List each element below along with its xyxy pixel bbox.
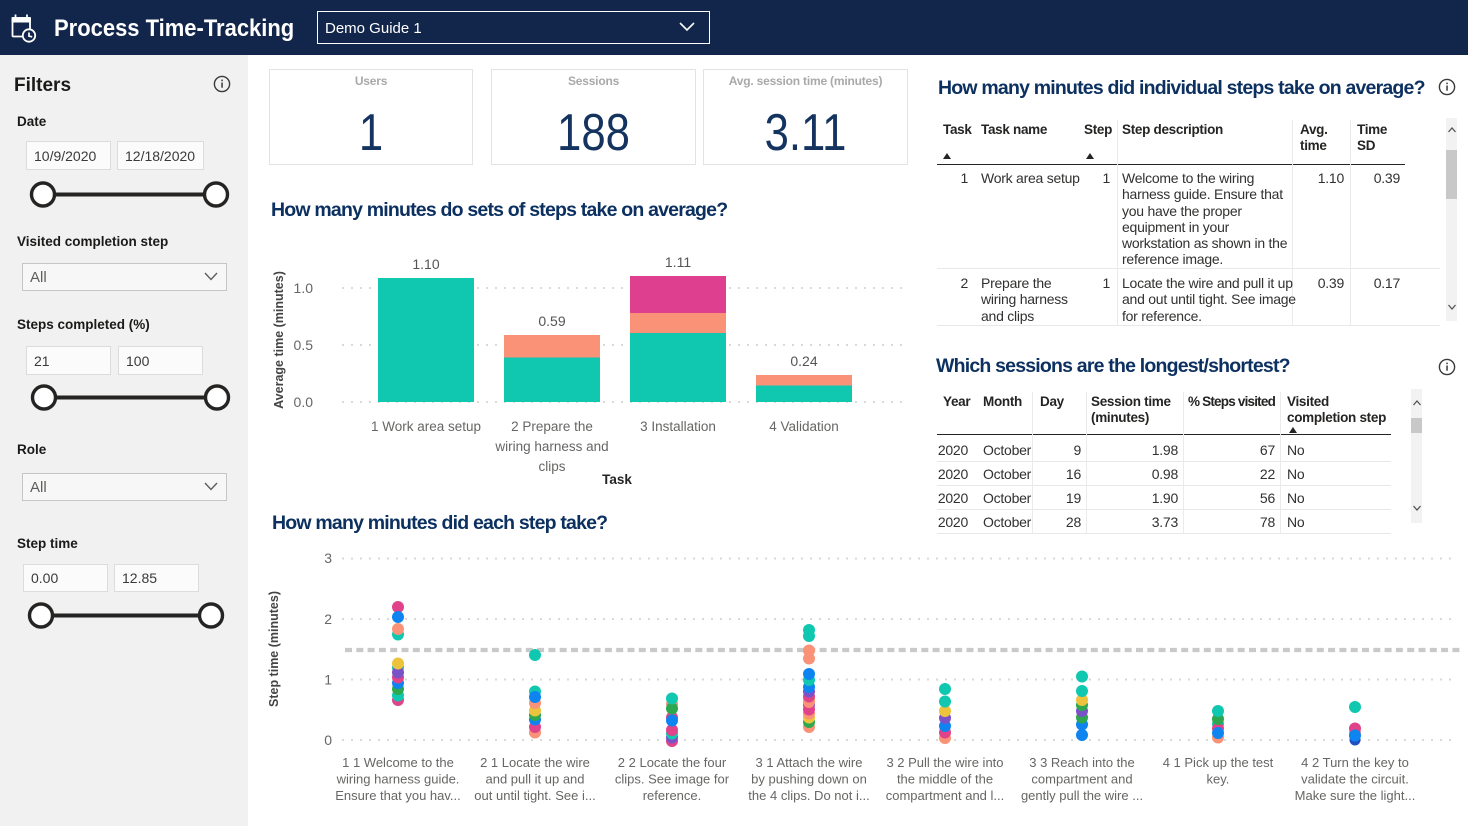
svg-text:4 2 Turn the key to: 4 2 Turn the key to [1301, 755, 1409, 770]
svg-text:compartment and l...: compartment and l... [886, 788, 1005, 803]
svg-text:1 Work area setup: 1 Work area setup [371, 419, 481, 434]
svg-text:3: 3 [324, 550, 332, 566]
svg-text:Average time (minutes): Average time (minutes) [272, 271, 286, 409]
svg-text:Ensure that you hav...: Ensure that you hav... [335, 788, 461, 803]
svg-text:out until tight. See i...: out until tight. See i... [474, 788, 595, 803]
svg-text:by pushing down on: by pushing down on [751, 772, 867, 787]
svg-text:0.0: 0.0 [294, 394, 314, 410]
svg-text:compartment and: compartment and [1031, 772, 1132, 787]
svg-text:wiring harness and: wiring harness and [494, 439, 608, 454]
svg-text:3 1 Attach the wire: 3 1 Attach the wire [756, 755, 863, 770]
svg-text:the 4 clips. Do not i...: the 4 clips. Do not i... [748, 788, 869, 803]
svg-text:0.5: 0.5 [294, 337, 314, 353]
svg-text:key.: key. [1207, 772, 1230, 787]
svg-text:2 2 Locate the four: 2 2 Locate the four [618, 755, 727, 770]
svg-text:and pull it up and: and pull it up and [485, 772, 584, 787]
svg-text:Task: Task [602, 472, 632, 487]
svg-text:1.11: 1.11 [665, 254, 691, 270]
svg-text:1.10: 1.10 [412, 256, 439, 272]
svg-text:3 3 Reach into the: 3 3 Reach into the [1029, 755, 1135, 770]
svg-text:Step time (minutes): Step time (minutes) [267, 591, 281, 707]
svg-text:2 Prepare the: 2 Prepare the [511, 419, 593, 434]
svg-text:0.24: 0.24 [790, 353, 817, 369]
svg-text:0: 0 [324, 732, 332, 748]
svg-text:3 Installation: 3 Installation [640, 419, 716, 434]
svg-text:the middle of the: the middle of the [897, 772, 993, 787]
svg-text:gently pull the wire ...: gently pull the wire ... [1021, 788, 1143, 803]
svg-text:2 1 Locate the wire: 2 1 Locate the wire [480, 755, 590, 770]
svg-text:0.59: 0.59 [538, 313, 565, 329]
svg-text:4 Validation: 4 Validation [769, 419, 839, 434]
svg-text:1: 1 [324, 672, 332, 688]
svg-text:1 1 Welcome to the: 1 1 Welcome to the [342, 755, 454, 770]
svg-text:wiring harness guide.: wiring harness guide. [336, 772, 460, 787]
svg-text:clips. See image for: clips. See image for [615, 772, 730, 787]
svg-text:4 1 Pick up the test: 4 1 Pick up the test [1163, 755, 1274, 770]
svg-text:clips: clips [538, 459, 565, 474]
svg-text:validate the circuit.: validate the circuit. [1301, 772, 1409, 787]
svg-text:3 2 Pull the wire into: 3 2 Pull the wire into [886, 755, 1003, 770]
svg-text:1.0: 1.0 [294, 280, 314, 296]
svg-text:Make sure the light...: Make sure the light... [1295, 788, 1416, 803]
svg-text:2: 2 [324, 611, 332, 627]
svg-text:reference.: reference. [643, 788, 702, 803]
